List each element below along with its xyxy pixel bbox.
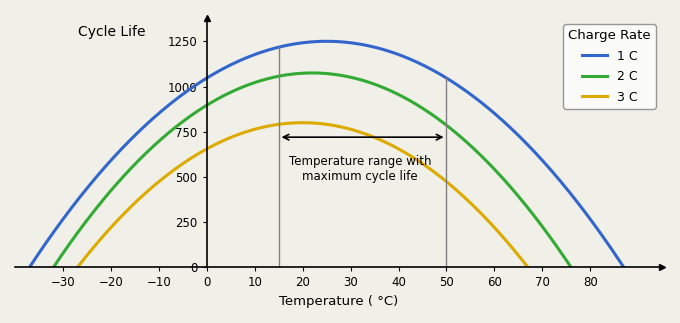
2 C [299,71,307,75]
1 C [348,41,356,45]
3 C [514,253,522,257]
2 C [307,71,316,75]
1 C [619,266,628,269]
1 C [607,246,615,250]
1 C [311,40,320,44]
3 C [298,121,306,125]
3 C [443,181,452,184]
Text: Cycle Life: Cycle Life [78,25,146,39]
1 C [322,39,330,43]
Line: 1 C: 1 C [29,41,624,267]
Line: 3 C: 3 C [78,123,528,267]
3 C [342,126,350,130]
Text: Temperature range with
maximum cycle life: Temperature range with maximum cycle lif… [289,155,431,183]
2 C [49,266,57,269]
X-axis label: Temperature ( °C): Temperature ( °C) [279,295,398,308]
2 C [567,266,575,269]
1 C [25,266,33,269]
3 C [318,122,326,126]
Line: 2 C: 2 C [53,73,571,267]
2 C [556,249,564,253]
2 C [295,71,303,75]
2 C [330,72,339,76]
1 C [514,133,522,137]
2 C [358,78,367,82]
1 C [307,40,316,44]
3 C [290,121,298,125]
3 C [524,266,532,269]
1 C [380,48,388,52]
3 C [73,266,82,269]
2 C [475,151,483,155]
3 C [287,121,295,125]
Legend: 1 C, 2 C, 3 C: 1 C, 2 C, 3 C [563,24,656,109]
